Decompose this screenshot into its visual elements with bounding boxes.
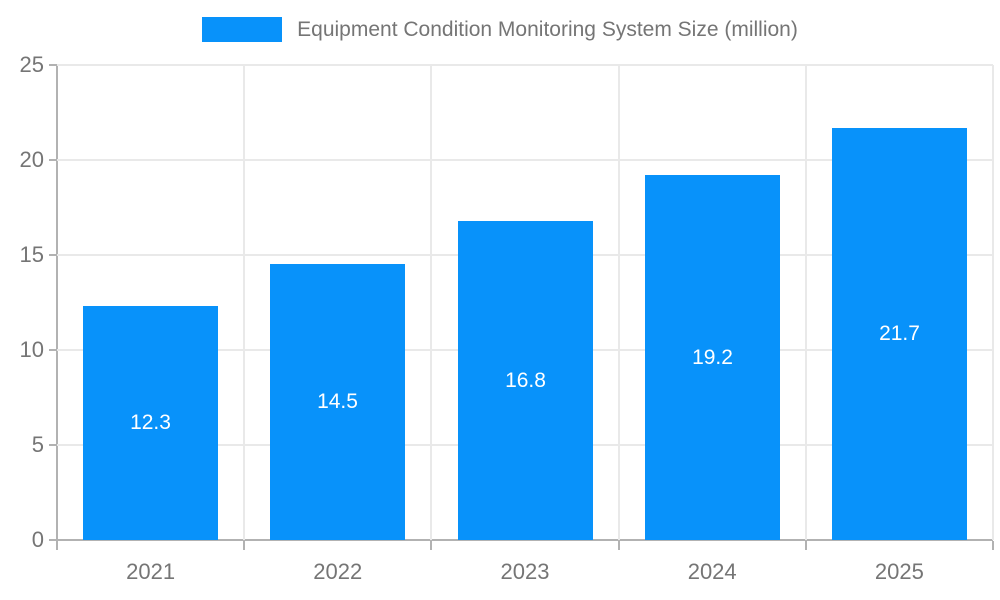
gridline-y: [57, 159, 993, 161]
gridline-x: [992, 65, 994, 540]
y-tick-mark: [49, 159, 57, 161]
y-tick-mark: [49, 539, 57, 541]
x-tick-label: 2023: [500, 559, 550, 584]
bar[interactable]: [83, 306, 218, 540]
legend-swatch[interactable]: [202, 17, 283, 42]
bar[interactable]: [458, 221, 593, 540]
x-tick-label: 2021: [126, 559, 176, 584]
gridline-x: [804, 65, 807, 540]
plot-area: 12.3 14.5 16.8 19.2 21.7: [49, 64, 994, 541]
y-axis-line: [56, 65, 58, 540]
y-tick-mark: [49, 349, 57, 351]
gridline-x: [243, 65, 246, 540]
gridline-x: [430, 65, 433, 540]
gridline-x: [617, 65, 620, 540]
x-tick-label: 2024: [687, 559, 737, 584]
y-tick-mark: [49, 64, 57, 66]
bar[interactable]: [645, 175, 780, 540]
bar-value-label: 14.5: [317, 390, 358, 413]
chart-legend[interactable]: Equipment Condition Monitoring System Si…: [0, 17, 1000, 42]
y-tick-label: 20: [19, 147, 44, 172]
x-tick-mark: [430, 541, 433, 550]
bar-value-label: 12.3: [130, 411, 171, 434]
y-tick-label: 25: [19, 52, 44, 77]
x-tick-mark: [56, 541, 58, 550]
legend-label: Equipment Condition Monitoring System Si…: [297, 17, 798, 41]
bar-value-label: 21.7: [879, 322, 920, 345]
y-tick-mark: [49, 254, 57, 256]
bar[interactable]: [832, 128, 967, 540]
x-tick-mark: [617, 541, 620, 550]
x-tick-label: 2025: [874, 559, 924, 584]
x-axis-line: [49, 539, 993, 541]
x-tick-mark: [992, 541, 994, 550]
y-tick-label: 10: [19, 337, 44, 362]
y-tick-label: 15: [19, 242, 44, 267]
x-tick-mark: [804, 541, 807, 550]
y-tick-mark: [49, 444, 57, 446]
x-tick-label: 2022: [313, 559, 363, 584]
bar-value-label: 16.8: [505, 368, 546, 392]
x-tick-mark: [243, 541, 246, 550]
y-tick-label: 0: [31, 527, 44, 552]
bar-value-label: 19.2: [692, 345, 733, 369]
bar[interactable]: [270, 264, 405, 540]
gridline-y: [57, 64, 993, 66]
y-tick-label: 5: [31, 432, 44, 457]
